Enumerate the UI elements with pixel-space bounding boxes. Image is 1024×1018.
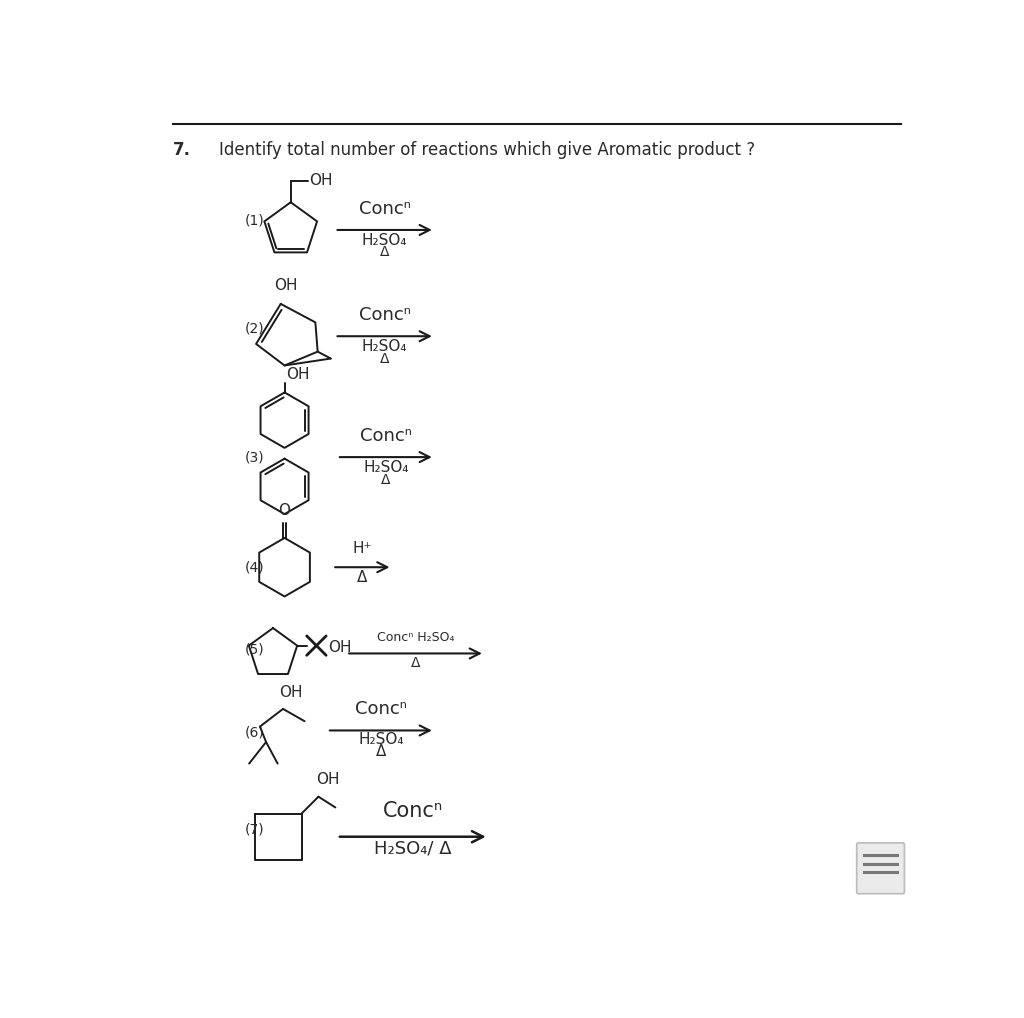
Text: (1): (1): [245, 214, 264, 228]
Text: OH: OH: [329, 640, 352, 656]
Text: Δ: Δ: [380, 351, 389, 365]
Text: H⁺: H⁺: [352, 542, 372, 557]
Text: (3): (3): [245, 450, 264, 464]
FancyBboxPatch shape: [857, 843, 904, 894]
Text: (7): (7): [245, 822, 264, 836]
Text: H₂SO₄: H₂SO₄: [361, 339, 408, 354]
Text: Δ: Δ: [381, 472, 390, 487]
Text: Concⁿ H₂SO₄: Concⁿ H₂SO₄: [377, 631, 455, 644]
Text: (4): (4): [245, 560, 264, 574]
Text: (2): (2): [245, 322, 264, 336]
Text: H₂SO₄: H₂SO₄: [358, 732, 403, 747]
Text: OH: OH: [274, 278, 298, 293]
Text: Concⁿ: Concⁿ: [383, 801, 443, 822]
Text: (5): (5): [245, 642, 264, 657]
Text: Δ: Δ: [357, 570, 368, 585]
Text: Concⁿ: Concⁿ: [355, 700, 407, 718]
Text: Concⁿ: Concⁿ: [359, 427, 412, 445]
Text: 7.: 7.: [173, 142, 190, 160]
Text: OH: OH: [286, 366, 309, 382]
Text: OH: OH: [280, 685, 303, 699]
Text: H₂SO₄/ Δ: H₂SO₄/ Δ: [374, 839, 452, 857]
Text: Δ: Δ: [376, 744, 386, 759]
Text: (6): (6): [245, 725, 264, 739]
Text: H₂SO₄: H₂SO₄: [364, 460, 409, 475]
Text: Concⁿ: Concⁿ: [358, 200, 411, 218]
Text: OH: OH: [316, 773, 340, 788]
Text: OH: OH: [309, 173, 333, 188]
Text: O: O: [279, 503, 291, 518]
Text: Identify total number of reactions which give Aromatic product ?: Identify total number of reactions which…: [219, 142, 756, 160]
Text: Concⁿ: Concⁿ: [358, 305, 411, 324]
Text: Δ: Δ: [380, 245, 389, 260]
Text: Δ: Δ: [411, 656, 420, 670]
Text: H₂SO₄: H₂SO₄: [361, 233, 408, 248]
